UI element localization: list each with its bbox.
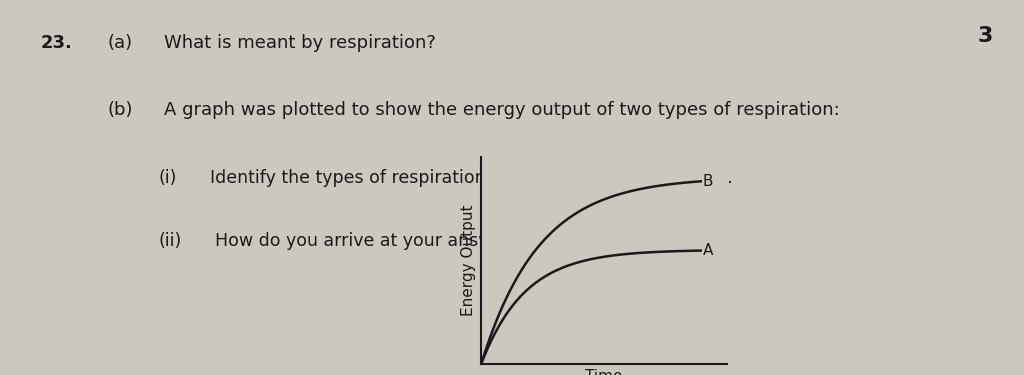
Text: (ii): (ii) [159,232,182,250]
Text: Identify the types of respiration denoted by curves A and B.: Identify the types of respiration denote… [210,169,732,187]
Text: (a): (a) [108,34,133,52]
Text: A graph was plotted to show the energy output of two types of respiration:: A graph was plotted to show the energy o… [164,101,840,119]
Text: 23.: 23. [41,34,73,52]
Text: 3: 3 [978,26,993,46]
Text: A: A [702,243,714,258]
Text: How do you arrive at your answer?: How do you arrive at your answer? [215,232,520,250]
Text: What is meant by respiration?: What is meant by respiration? [164,34,436,52]
X-axis label: Time: Time [586,369,623,375]
Text: (i): (i) [159,169,177,187]
Text: (b): (b) [108,101,133,119]
Text: B: B [702,174,714,189]
Y-axis label: Energy Output: Energy Output [461,205,476,316]
